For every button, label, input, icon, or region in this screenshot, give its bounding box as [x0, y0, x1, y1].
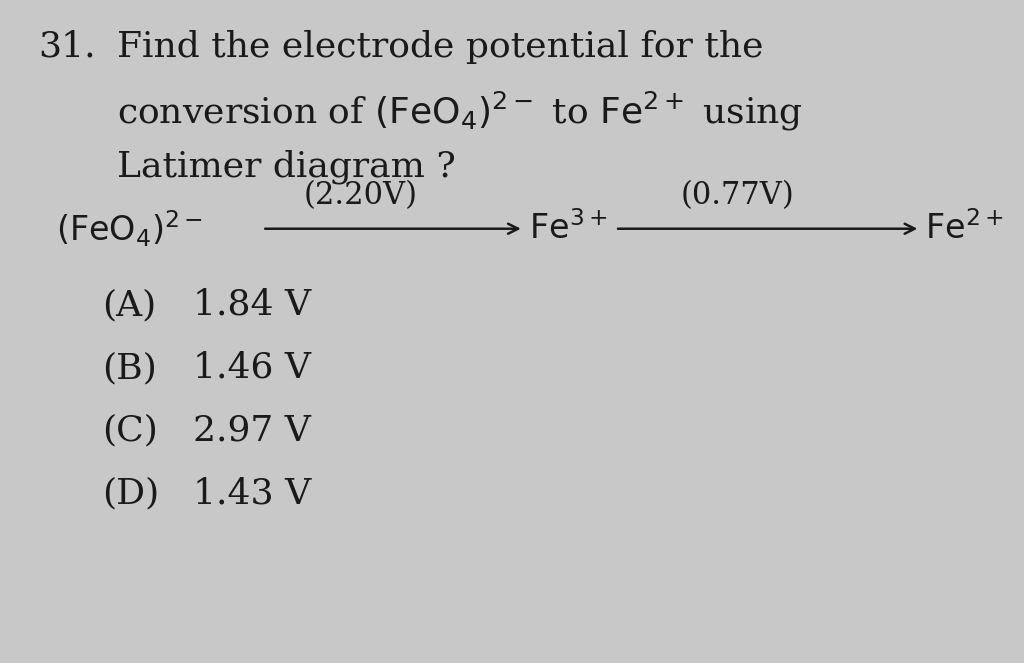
Text: 2.97 V: 2.97 V [194, 414, 311, 448]
Text: conversion of $(\mathrm{FeO_4})^{2-}$ to $\mathrm{Fe}^{2+}$ using: conversion of $(\mathrm{FeO_4})^{2-}$ to… [117, 90, 803, 133]
Text: $(\mathrm{FeO_4})^{2-}$: $(\mathrm{FeO_4})^{2-}$ [56, 208, 203, 249]
Text: (B): (B) [101, 351, 157, 385]
Text: $\mathrm{Fe}^{2+}$: $\mathrm{Fe}^{2+}$ [926, 211, 1004, 246]
Text: Find the electrode potential for the: Find the electrode potential for the [117, 30, 764, 64]
Text: Latimer diagram ?: Latimer diagram ? [117, 149, 456, 184]
Text: (D): (D) [101, 477, 159, 511]
Text: (0.77V): (0.77V) [680, 180, 794, 211]
Text: (A): (A) [101, 288, 156, 322]
Text: 1.84 V: 1.84 V [194, 288, 311, 322]
Text: $\mathrm{Fe}^{3+}$: $\mathrm{Fe}^{3+}$ [528, 211, 607, 246]
Text: 1.43 V: 1.43 V [194, 477, 311, 511]
Text: (C): (C) [101, 414, 158, 448]
Text: 31.: 31. [39, 30, 96, 64]
Text: 1.46 V: 1.46 V [194, 351, 311, 385]
Text: (2.20V): (2.20V) [304, 180, 418, 211]
